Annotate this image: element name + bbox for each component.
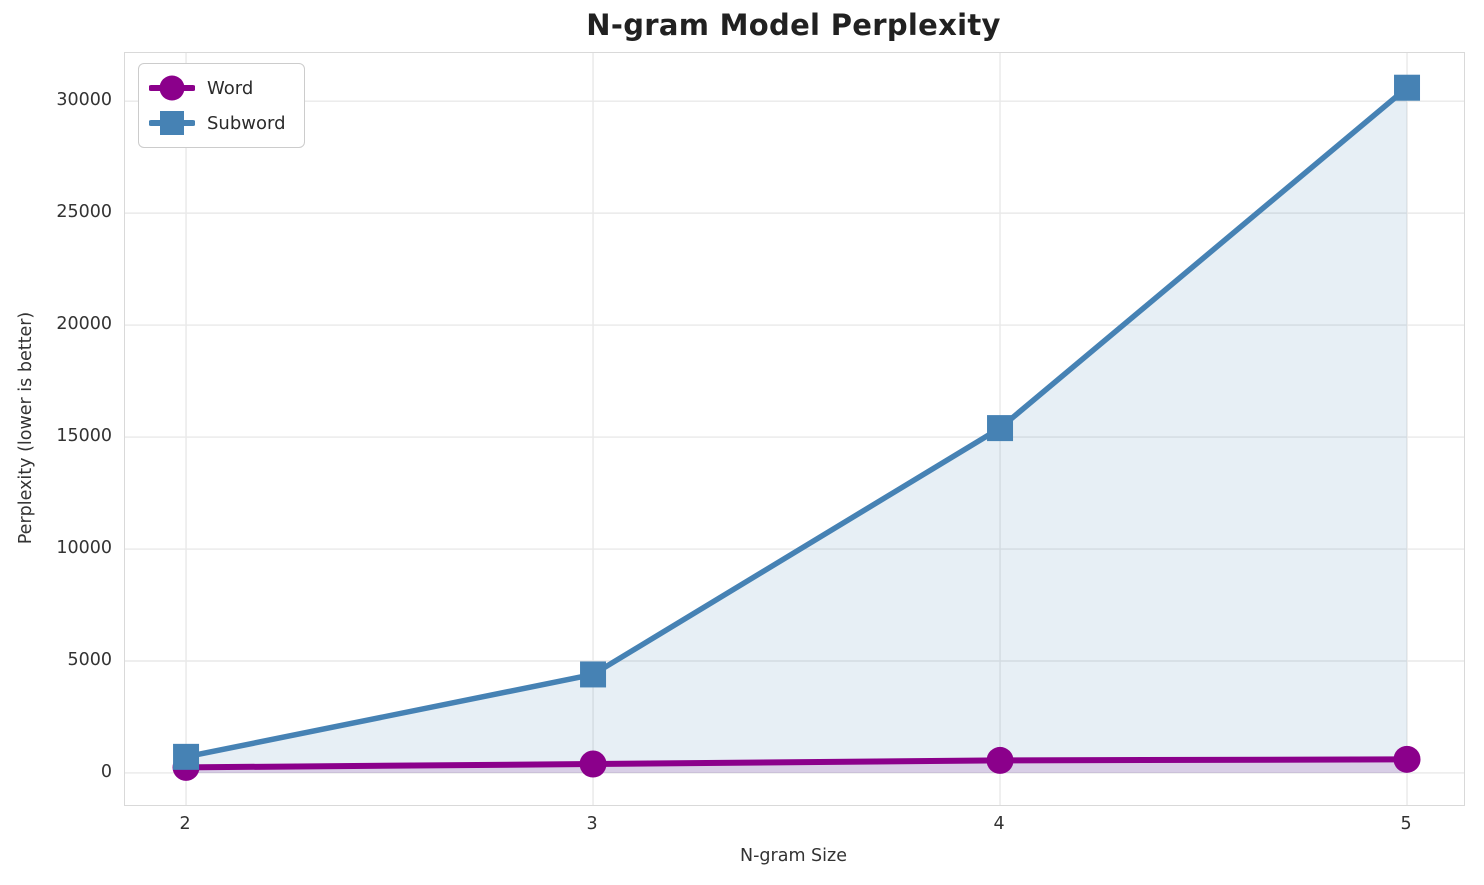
series-fill-subword xyxy=(186,87,1408,773)
legend-item-subword: Subword xyxy=(149,108,286,138)
data-point-subword xyxy=(580,661,607,688)
y-tick-label: 25000 xyxy=(56,202,112,223)
data-point-subword xyxy=(1394,74,1421,101)
legend-label: Subword xyxy=(207,112,286,134)
x-tick-label: 3 xyxy=(586,814,598,834)
y-tick-label: 10000 xyxy=(56,538,112,559)
data-point-word xyxy=(1393,745,1421,773)
x-axis-label: N-gram Size xyxy=(740,846,847,866)
y-tick-label: 0 xyxy=(100,761,112,782)
series-line-word xyxy=(183,756,1411,771)
legend-item-word: Word xyxy=(149,73,286,103)
x-tick-label: 2 xyxy=(179,814,191,834)
y-tick-label: 15000 xyxy=(56,426,112,447)
legend-circle-marker-icon xyxy=(149,75,195,101)
y-tick-label: 5000 xyxy=(67,650,112,670)
data-point-subword xyxy=(173,743,200,770)
data-point-subword xyxy=(987,415,1014,442)
x-tick-label: 4 xyxy=(993,814,1005,834)
x-tick-label: 5 xyxy=(1400,814,1412,834)
data-point-word xyxy=(579,750,607,778)
legend-label: Word xyxy=(207,77,254,99)
legend: Word Subword xyxy=(138,63,305,148)
y-tick-label: 20000 xyxy=(56,314,112,335)
legend-marker xyxy=(159,75,185,101)
chart-canvas xyxy=(125,53,1464,805)
chart-title: N-gram Model Perplexity xyxy=(586,8,1001,42)
y-tick-label: 30000 xyxy=(56,90,112,111)
legend-square-marker-icon xyxy=(149,111,195,135)
data-point-word xyxy=(986,746,1014,774)
legend-marker xyxy=(160,111,184,135)
plot-area: Word Subword xyxy=(124,52,1465,806)
series-line-subword xyxy=(183,84,1410,760)
